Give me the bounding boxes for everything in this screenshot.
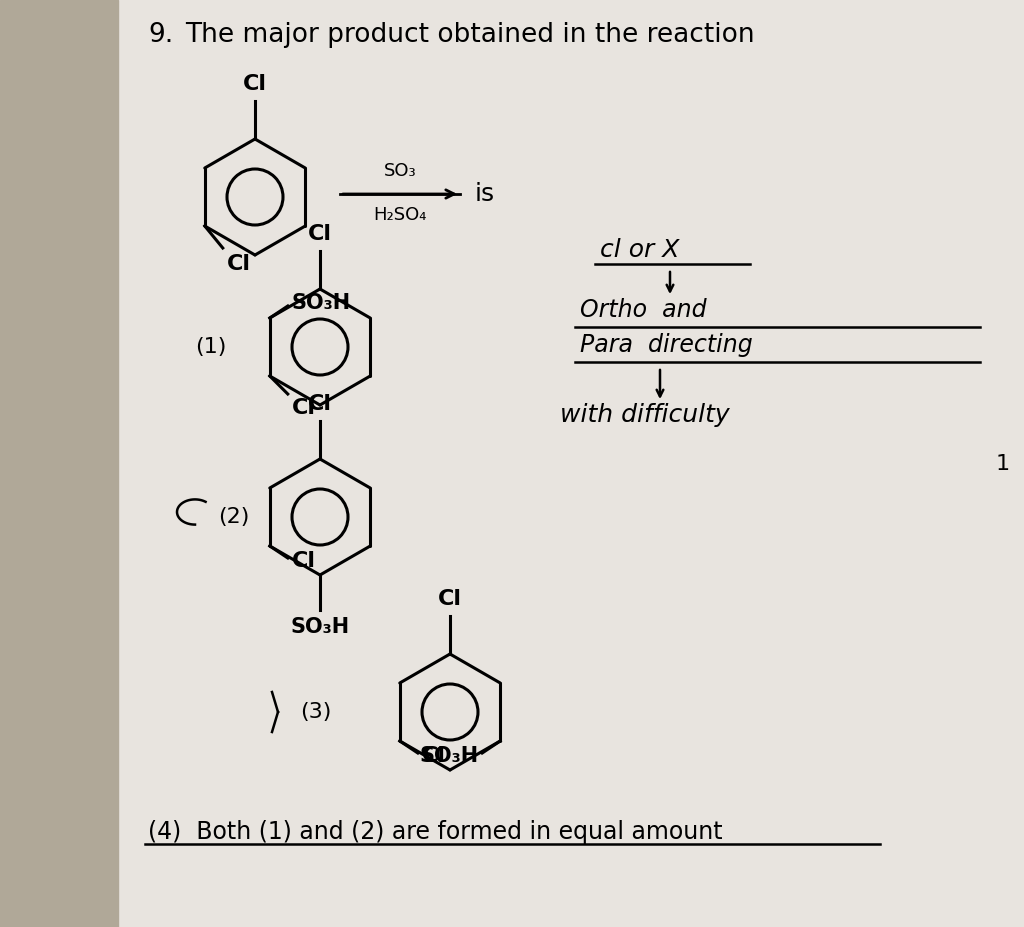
Text: Cl: Cl <box>308 394 332 414</box>
Text: Cl: Cl <box>226 254 251 274</box>
Text: H₂SO₄: H₂SO₄ <box>374 206 427 224</box>
Text: SO₃H: SO₃H <box>291 617 349 637</box>
Text: cl or X: cl or X <box>600 238 679 262</box>
Text: with difficulty: with difficulty <box>560 403 730 427</box>
Text: 9.: 9. <box>148 22 173 48</box>
Text: Cl: Cl <box>422 746 445 766</box>
Text: Cl: Cl <box>292 551 315 571</box>
Text: (2): (2) <box>218 507 250 527</box>
Text: 1: 1 <box>996 454 1010 474</box>
Bar <box>0 0 118 927</box>
Text: The major product obtained in the reaction: The major product obtained in the reacti… <box>185 22 755 48</box>
Text: (4)  Both (1) and (2) are formed in equal amount: (4) Both (1) and (2) are formed in equal… <box>148 820 723 844</box>
Text: Ortho  and: Ortho and <box>580 298 707 322</box>
Text: SO₃: SO₃ <box>384 162 417 180</box>
Text: Para  directing: Para directing <box>580 333 753 357</box>
Text: SO₃H: SO₃H <box>292 293 351 313</box>
Text: (1): (1) <box>195 337 226 357</box>
Text: Cl: Cl <box>243 74 267 94</box>
Text: Cl: Cl <box>438 589 462 609</box>
Text: is: is <box>475 182 496 206</box>
Text: Cl: Cl <box>292 398 315 418</box>
Text: SO₃H: SO₃H <box>419 746 478 766</box>
Text: (3): (3) <box>300 702 332 722</box>
Text: Cl: Cl <box>308 224 332 244</box>
